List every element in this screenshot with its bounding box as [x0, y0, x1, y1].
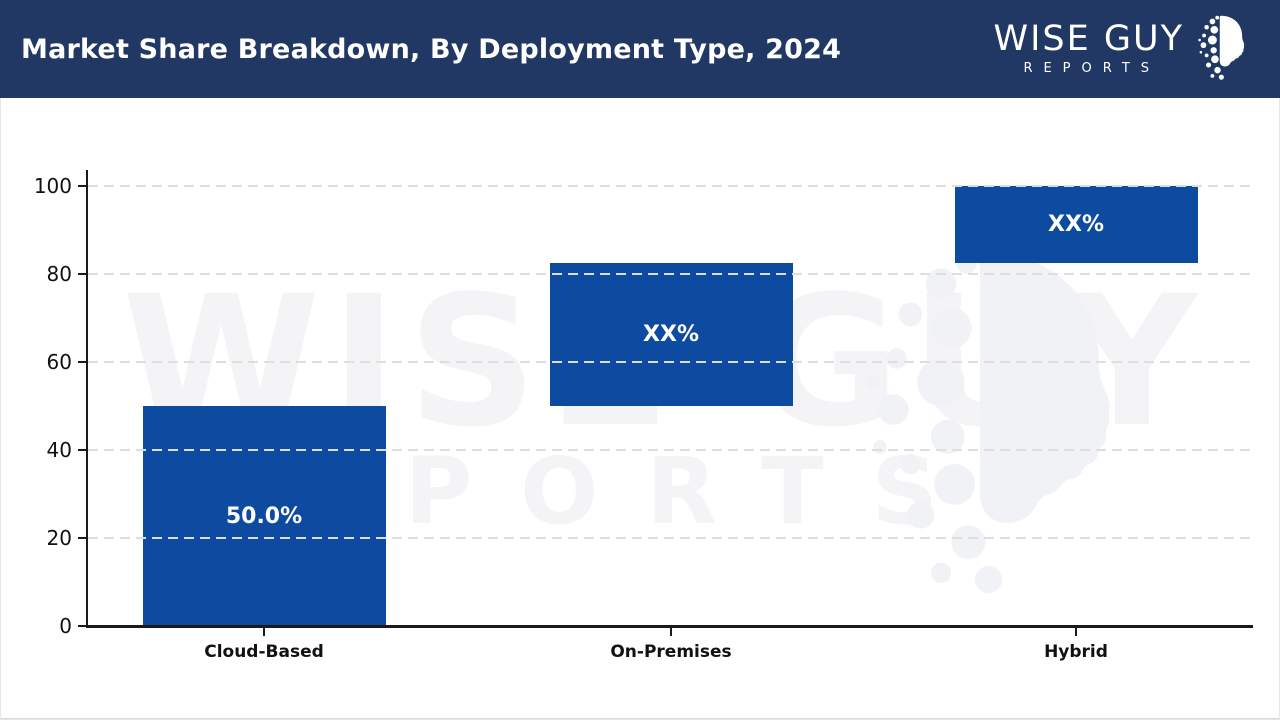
y-tick	[78, 625, 86, 627]
y-tick-label: 0	[59, 614, 72, 638]
wiseguy-logo: WISE GUY REPORTS	[993, 10, 1254, 88]
x-tick	[1075, 628, 1077, 636]
x-tick	[263, 628, 265, 636]
y-tick	[78, 273, 86, 275]
bar-segment: 50.0%	[142, 406, 386, 626]
y-tick-label: 20	[46, 526, 72, 550]
y-axis-line	[86, 170, 88, 628]
bar-segment: XX%	[954, 186, 1198, 263]
x-category-label: Hybrid	[1044, 642, 1108, 662]
bar-value-label: XX%	[1048, 212, 1104, 237]
y-tick-label: 60	[46, 350, 72, 374]
y-tick	[78, 361, 86, 363]
logo-subtitle: REPORTS	[1023, 61, 1161, 76]
wiseguy-head-icon	[1190, 10, 1254, 88]
y-tick	[78, 537, 86, 539]
x-tick	[670, 628, 672, 636]
bar-value-label: 50.0%	[225, 503, 303, 529]
x-category-label: On-Premises	[610, 642, 732, 662]
y-tick-label: 100	[33, 174, 72, 198]
gridline	[88, 185, 1253, 187]
gridline	[88, 449, 1253, 451]
x-axis-line	[86, 625, 1253, 628]
bar-value-label: XX%	[643, 322, 699, 347]
logo-wordmark: WISE GUY	[993, 19, 1184, 59]
gridline	[88, 273, 1253, 275]
bar-segment: XX%	[549, 263, 793, 406]
waterfall-chart: 0 20 40 60 80 100 50.0% Cloud-Based XX% On-Premis…	[0, 98, 1280, 720]
y-tick	[78, 185, 86, 187]
y-tick-label: 40	[46, 438, 72, 462]
y-tick-label: 80	[46, 262, 72, 286]
y-tick	[78, 449, 86, 451]
gridline	[88, 361, 1253, 363]
chart-area: WISE GUY REPORTS 02040608010050.0%Cloud-…	[0, 98, 1280, 720]
gridline	[88, 537, 1253, 539]
header-banner: Market Share Breakdown, By Deployment Ty…	[0, 0, 1280, 98]
page-title: Market Share Breakdown, By Deployment Ty…	[21, 33, 842, 65]
logo-text: WISE GUY REPORTS	[993, 19, 1184, 77]
x-category-label: Cloud-Based	[204, 642, 324, 662]
